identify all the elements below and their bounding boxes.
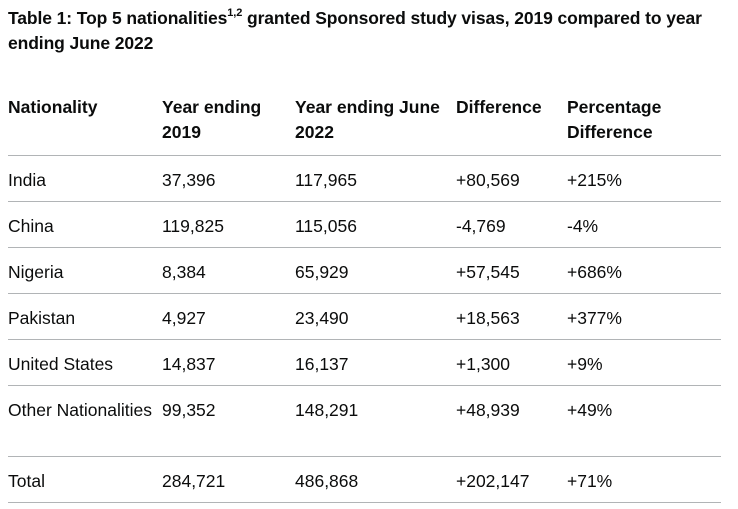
- cell-year-2019: 14,837: [162, 339, 295, 386]
- header-nationality: Nationality: [8, 94, 162, 156]
- cell-percentage: +686%: [567, 247, 721, 294]
- cell-difference: +1,300: [456, 339, 567, 386]
- cell-year-2019: 37,396: [162, 155, 295, 202]
- cell-percentage: +215%: [567, 155, 721, 202]
- cell-year-2019: 284,721: [162, 456, 295, 503]
- table-row: India 37,396 117,965 +80,569 +215%: [8, 155, 721, 202]
- table-row: China 119,825 115,056 -4,769 -4%: [8, 201, 721, 248]
- cell-nationality: Total: [8, 456, 162, 503]
- visa-table: Nationality Year ending 2019 Year ending…: [8, 94, 721, 503]
- cell-year-2019: 99,352: [162, 385, 295, 457]
- cell-year-2022: 486,868: [295, 456, 456, 503]
- cell-nationality: India: [8, 155, 162, 202]
- cell-difference: -4,769: [456, 201, 567, 248]
- cell-percentage: +71%: [567, 456, 721, 503]
- caption-text-continued: granted Sponsored study visas, 2019 comp…: [8, 8, 702, 53]
- header-year-2019: Year ending 2019: [162, 94, 295, 156]
- cell-percentage: -4%: [567, 201, 721, 248]
- cell-difference: +57,545: [456, 247, 567, 294]
- header-difference: Difference: [456, 94, 567, 156]
- table-row: Nigeria 8,384 65,929 +57,545 +686%: [8, 247, 721, 294]
- cell-percentage: +49%: [567, 385, 721, 457]
- cell-difference: +202,147: [456, 456, 567, 503]
- cell-year-2019: 8,384: [162, 247, 295, 294]
- header-year-2022: Year ending June 2022: [295, 94, 456, 156]
- cell-year-2019: 4,927: [162, 293, 295, 340]
- caption-text: Table 1: Top 5 nationalities: [8, 8, 228, 28]
- cell-nationality: United States: [8, 339, 162, 386]
- table-row: United States 14,837 16,137 +1,300 +9%: [8, 339, 721, 386]
- cell-nationality: China: [8, 201, 162, 248]
- cell-year-2022: 117,965: [295, 155, 456, 202]
- cell-difference: +48,939: [456, 385, 567, 457]
- cell-percentage: +377%: [567, 293, 721, 340]
- table-row: Other Nationalities 99,352 148,291 +48,9…: [8, 385, 721, 457]
- cell-difference: +18,563: [456, 293, 567, 340]
- cell-nationality: Pakistan: [8, 293, 162, 340]
- table-caption: Table 1: Top 5 nationalities1,2 granted …: [8, 6, 730, 56]
- cell-year-2022: 115,056: [295, 201, 456, 248]
- cell-year-2022: 23,490: [295, 293, 456, 340]
- table-header-row: Nationality Year ending 2019 Year ending…: [8, 94, 721, 156]
- header-percentage: Percentage Difference: [567, 94, 721, 156]
- cell-year-2022: 65,929: [295, 247, 456, 294]
- table-row-total: Total 284,721 486,868 +202,147 +71%: [8, 456, 721, 503]
- footnote-reference[interactable]: 1,2: [227, 7, 243, 19]
- table-row: Pakistan 4,927 23,490 +18,563 +377%: [8, 293, 721, 340]
- cell-year-2022: 16,137: [295, 339, 456, 386]
- cell-difference: +80,569: [456, 155, 567, 202]
- cell-nationality: Nigeria: [8, 247, 162, 294]
- cell-year-2019: 119,825: [162, 201, 295, 248]
- cell-percentage: +9%: [567, 339, 721, 386]
- cell-nationality: Other Nationalities: [8, 385, 162, 457]
- cell-year-2022: 148,291: [295, 385, 456, 457]
